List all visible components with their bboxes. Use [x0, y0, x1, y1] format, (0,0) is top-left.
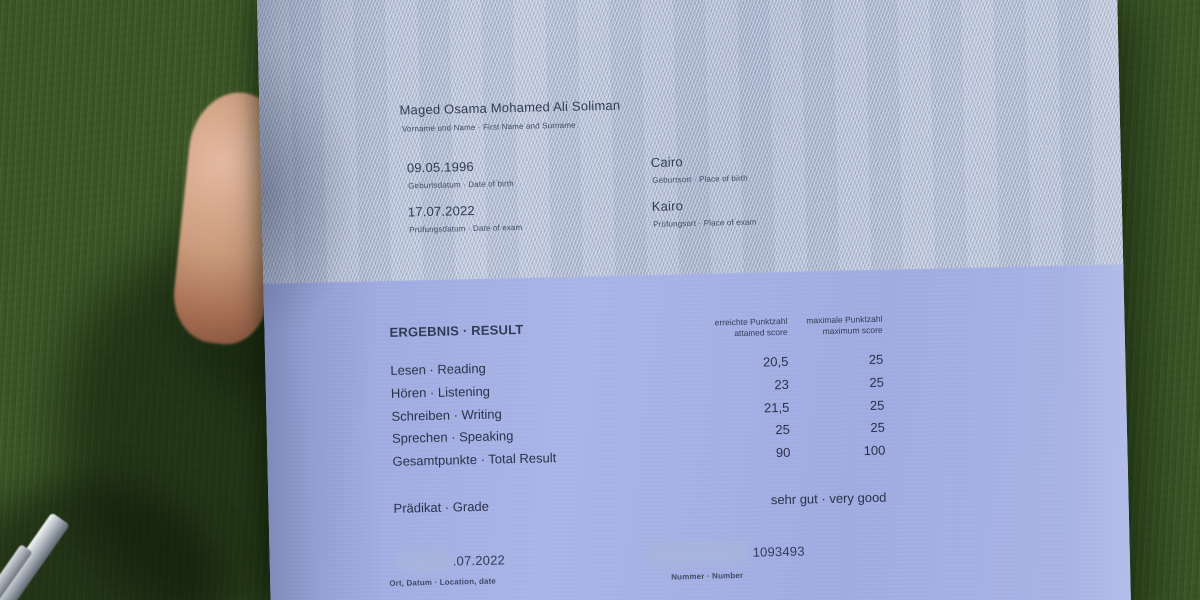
maximum-score: 25 [870, 419, 886, 436]
column-header-attained: erreichte Punktzahl attained score [715, 316, 788, 340]
column-header-maximum-en: maximum score [822, 324, 883, 337]
row-label: Sprechen · Speaking [391, 428, 514, 446]
attained-score: 25 [775, 421, 791, 438]
exam-date-value: 17.07.2022 [407, 202, 476, 220]
column-header-maximum: maximale Punktzahl maximum score [806, 314, 883, 338]
birth-date-value: 09.05.1996 [406, 158, 475, 176]
grade-value: sehr gut · very good [770, 489, 887, 508]
guilloche-pattern [256, 0, 1124, 298]
footer-number-value: 1093493 [752, 543, 805, 560]
birth-place-value: Cairo [650, 154, 684, 170]
maximum-score: 100 [863, 442, 886, 459]
maximum-score: 25 [868, 351, 884, 368]
row-label: Gesamtpunkte · Total Result [392, 450, 557, 469]
footer-number-label: Nummer · Number [671, 570, 744, 582]
maximum-score: 25 [869, 374, 884, 391]
attained-score: 23 [774, 376, 790, 393]
exam-place-value: Kairo [651, 198, 684, 214]
results-section-title: ERGEBNIS · RESULT [389, 321, 524, 340]
redaction-blur-date [395, 549, 453, 573]
column-header-attained-en: attained score [734, 326, 788, 339]
row-label: Hören · Listening [390, 383, 491, 401]
row-label: Lesen · Reading [390, 360, 486, 378]
attained-score: 21,5 [763, 399, 790, 416]
certificate-document: Maged Osama Mohamed Ali Soliman Vorname … [256, 0, 1132, 600]
attained-score: 20,5 [762, 353, 789, 370]
maximum-score: 25 [869, 397, 885, 414]
attained-score: 90 [775, 444, 791, 461]
redaction-blur-number [645, 540, 750, 568]
footer-date-value: .07.2022 [452, 552, 506, 569]
row-label: Schreiben · Writing [391, 406, 502, 424]
grade-label: Prädikat · Grade [393, 498, 490, 516]
